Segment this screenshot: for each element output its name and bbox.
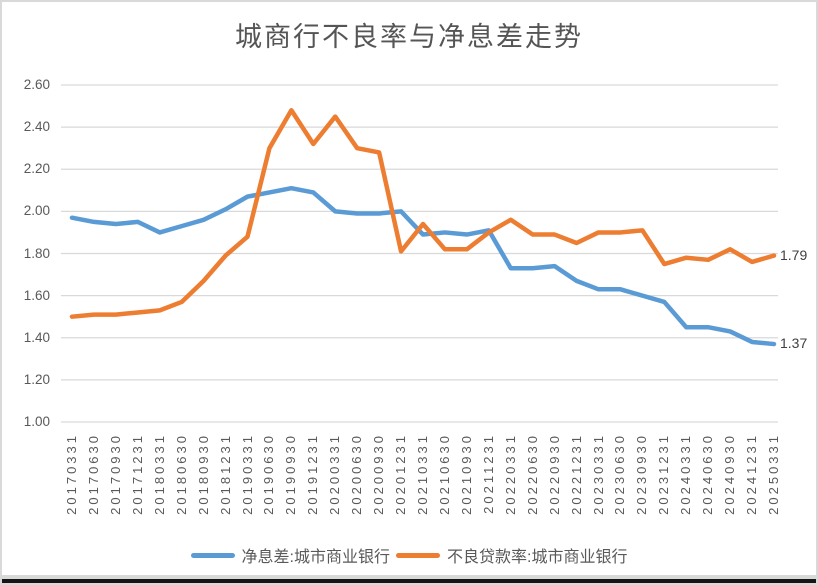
series-line-npl bbox=[69, 108, 777, 319]
y-tick-label: 1.60 bbox=[23, 287, 50, 303]
x-tick-label: 20221231 bbox=[568, 433, 584, 515]
npl-line-swatch bbox=[396, 552, 440, 558]
series-line-nim bbox=[69, 185, 777, 347]
x-tick-label: 20231231 bbox=[656, 433, 672, 515]
y-tick-label: 2.20 bbox=[23, 161, 50, 177]
window-bottom-border bbox=[2, 575, 816, 579]
y-tick-label: 2.40 bbox=[23, 119, 50, 135]
y-tick-label: 1.40 bbox=[23, 329, 50, 345]
y-tick-label: 2.00 bbox=[23, 203, 50, 219]
x-tick-label: 20180331 bbox=[151, 433, 167, 515]
x-tick-label: 20240331 bbox=[678, 433, 694, 515]
x-tick-label: 20201231 bbox=[393, 433, 409, 515]
x-tick-label: 20240930 bbox=[722, 433, 738, 515]
x-tick-label: 20220630 bbox=[524, 433, 540, 515]
x-tick-label: 20210630 bbox=[436, 433, 452, 515]
x-tick-label: 20170930 bbox=[107, 433, 123, 515]
x-tick-label: 20170331 bbox=[64, 433, 79, 515]
npl-end-value-label: 1.79 bbox=[780, 246, 808, 263]
window-bottom-bar bbox=[2, 579, 816, 583]
y-tick-label: 1.20 bbox=[23, 371, 50, 387]
x-tick-label: 20211231 bbox=[480, 433, 496, 514]
x-tick-label: 20240630 bbox=[700, 433, 716, 515]
x-tick-label: 20230930 bbox=[634, 433, 650, 515]
y-tick-label: 2.60 bbox=[23, 77, 50, 92]
nim-line-swatch bbox=[190, 552, 235, 558]
x-tick-label: 20190630 bbox=[261, 433, 277, 515]
legend-item-npl: 不良贷款率:城市商业银行 bbox=[396, 543, 627, 567]
x-tick-label: 20241231 bbox=[744, 433, 760, 515]
x-tick-label: 20220331 bbox=[502, 433, 518, 515]
x-tick-label: 20180630 bbox=[173, 433, 189, 515]
y-tick-label: 1.00 bbox=[23, 414, 50, 429]
x-tick-label: 20180930 bbox=[195, 433, 211, 515]
x-tick-label: 20200930 bbox=[371, 433, 387, 515]
legend-item-nim: 净息差:城市商业银行 bbox=[190, 543, 390, 567]
legend-label-npl: 不良贷款率:城市商业银行 bbox=[447, 549, 628, 566]
legend-label-nim: 净息差:城市商业银行 bbox=[241, 549, 390, 566]
x-tick-label: 20230331 bbox=[590, 433, 606, 515]
x-tick-label: 20190331 bbox=[239, 433, 255, 515]
y-tick-label: 1.80 bbox=[23, 245, 50, 261]
x-tick-label: 20210930 bbox=[458, 433, 474, 515]
x-tick-label: 20191231 bbox=[305, 433, 321, 515]
legend: 净息差:城市商业银行 不良贷款率:城市商业银行 bbox=[2, 543, 816, 567]
x-tick-label: 20220930 bbox=[546, 433, 562, 515]
x-tick-label: 20210331 bbox=[415, 433, 430, 515]
nim-end-value-label: 1.37 bbox=[780, 335, 808, 352]
x-tick-label: 20250331 bbox=[766, 433, 781, 515]
x-tick-label: 20200630 bbox=[349, 433, 365, 515]
x-tick-label: 20200331 bbox=[327, 433, 343, 515]
x-tick-label: 20230630 bbox=[612, 433, 628, 515]
chart-title: 城商行不良率与净息差走势 bbox=[235, 22, 583, 53]
x-tick-label: 20171231 bbox=[129, 433, 145, 515]
x-tick-label: 20190930 bbox=[283, 433, 299, 515]
x-tick-label: 20170630 bbox=[85, 433, 101, 515]
x-tick-label: 20181231 bbox=[217, 433, 233, 515]
